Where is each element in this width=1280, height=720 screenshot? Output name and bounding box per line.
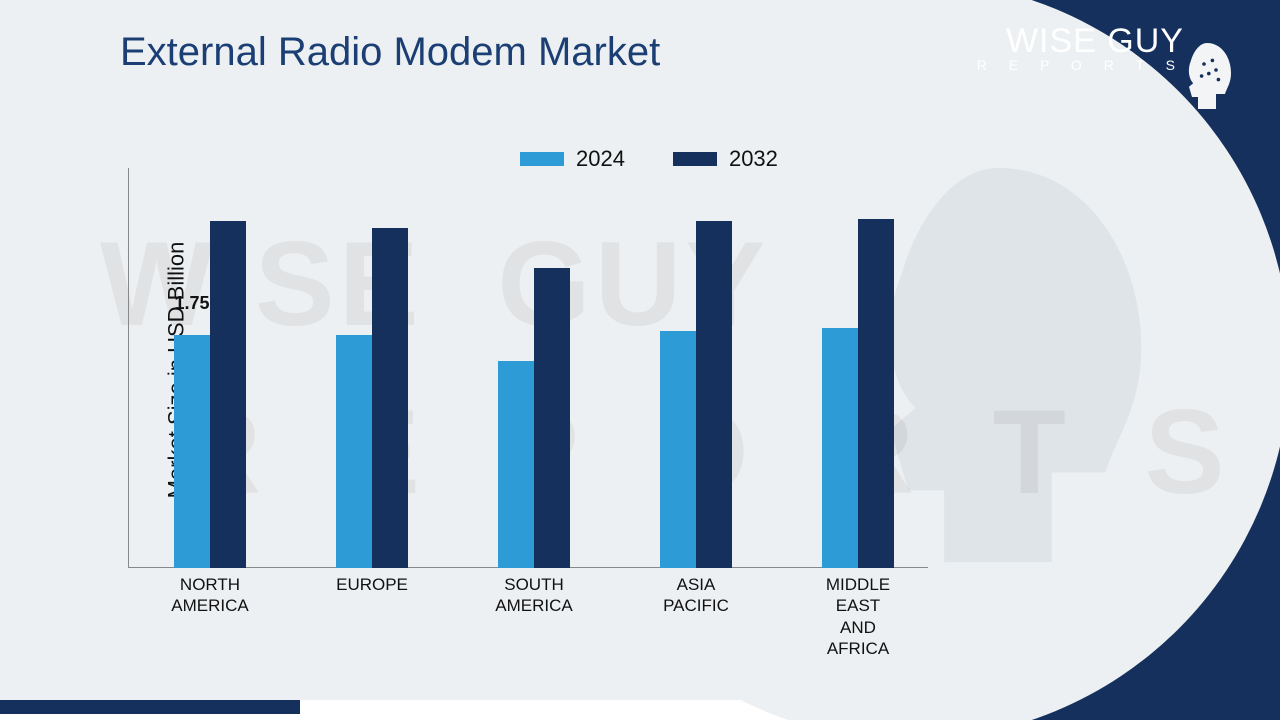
bar-2032-4 [858, 219, 894, 568]
bar-2024-4 [822, 328, 858, 568]
plot-area: NORTH AMERICAEUROPESOUTH AMERICAASIA PAC… [128, 168, 928, 568]
bottom-accent-bar [0, 700, 300, 714]
bar-2024-2 [498, 361, 534, 568]
bar-2032-2 [534, 268, 570, 568]
canvas: WISE GUY R E P O R T S External Radio Mo… [0, 0, 1280, 720]
logo-head-icon [1174, 40, 1234, 112]
value-label-0-0: 1.75 [174, 293, 209, 314]
bar-2032-0 [210, 221, 246, 568]
bar-2032-1 [372, 228, 408, 568]
chart-title: External Radio Modem Market [120, 30, 660, 75]
category-label-1: EUROPE [336, 574, 408, 595]
bar-2024-3 [660, 331, 696, 568]
chart-area: Market Size in USD Billion NORTH AMERICA… [88, 140, 928, 600]
category-label-0: NORTH AMERICA [171, 574, 248, 617]
bar-2024-0 [174, 335, 210, 568]
category-label-2: SOUTH AMERICA [495, 574, 572, 617]
brand-logo: WISE GUY R E P O R T S [977, 22, 1250, 73]
category-label-3: ASIA PACIFIC [663, 574, 729, 617]
bar-2032-3 [696, 221, 732, 568]
bar-2024-1 [336, 335, 372, 568]
y-axis-line [128, 168, 129, 568]
category-label-4: MIDDLE EAST AND AFRICA [826, 574, 890, 659]
